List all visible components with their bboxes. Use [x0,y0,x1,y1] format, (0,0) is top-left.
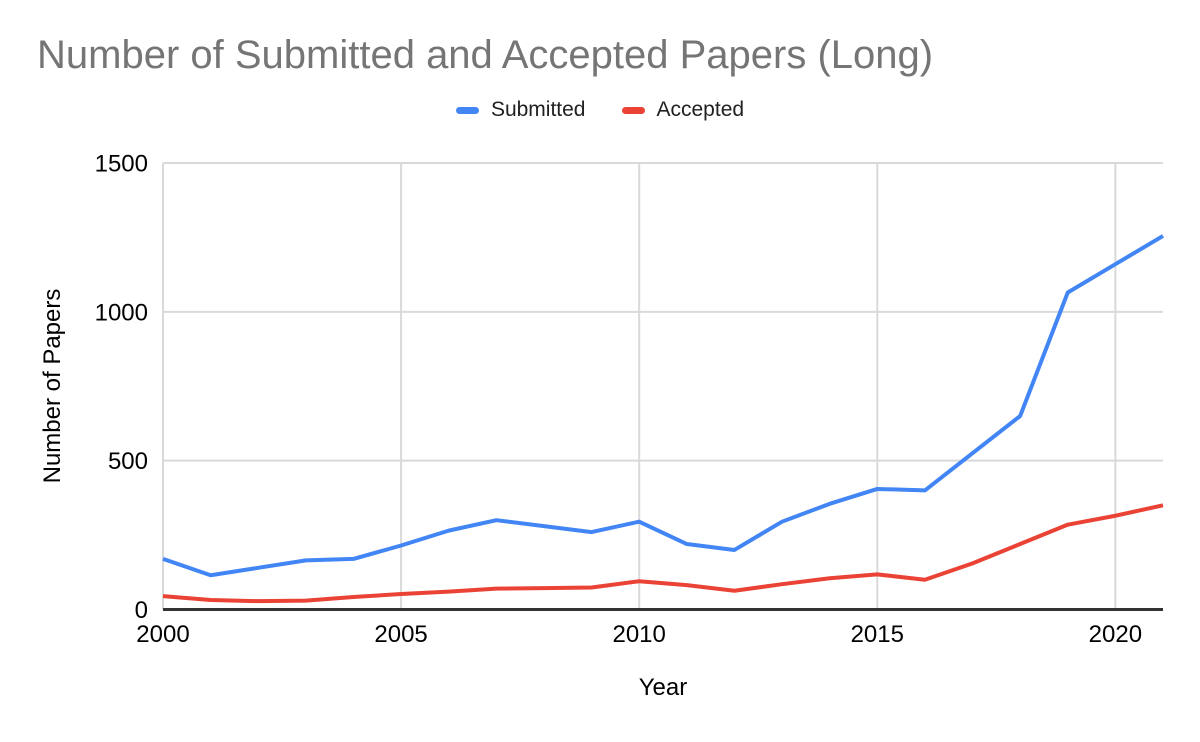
x-tick-label: 2015 [851,621,904,648]
legend-item-submitted: Submitted [455,98,586,122]
y-tick-label: 1000 [95,299,148,326]
y-tick-label: 1500 [95,151,148,178]
series-line-accepted [162,503,1164,604]
y-tick-label: 0 [135,597,148,624]
accepted-series-swatch [621,106,645,114]
legend-item-accepted: Accepted [621,98,745,122]
series-line-submitted [162,234,1165,578]
x-tick-label: 2010 [612,621,665,648]
legend-label-accepted: Accepted [656,98,745,121]
y-tick-label: 500 [108,448,148,475]
legend-label-submitted: Submitted [490,98,586,121]
x-axis-title: Year [638,674,688,701]
submitted-series-swatch [455,106,479,114]
x-tick-label: 2020 [1089,621,1142,648]
legend: Submitted Accepted [0,96,1200,124]
x-tick-label: 2000 [136,621,189,648]
x-tick-label: 2005 [374,621,427,648]
chart-title: Number of Submitted and Accepted Papers … [37,33,934,77]
y-axis-title: Number of Papers [39,288,66,484]
